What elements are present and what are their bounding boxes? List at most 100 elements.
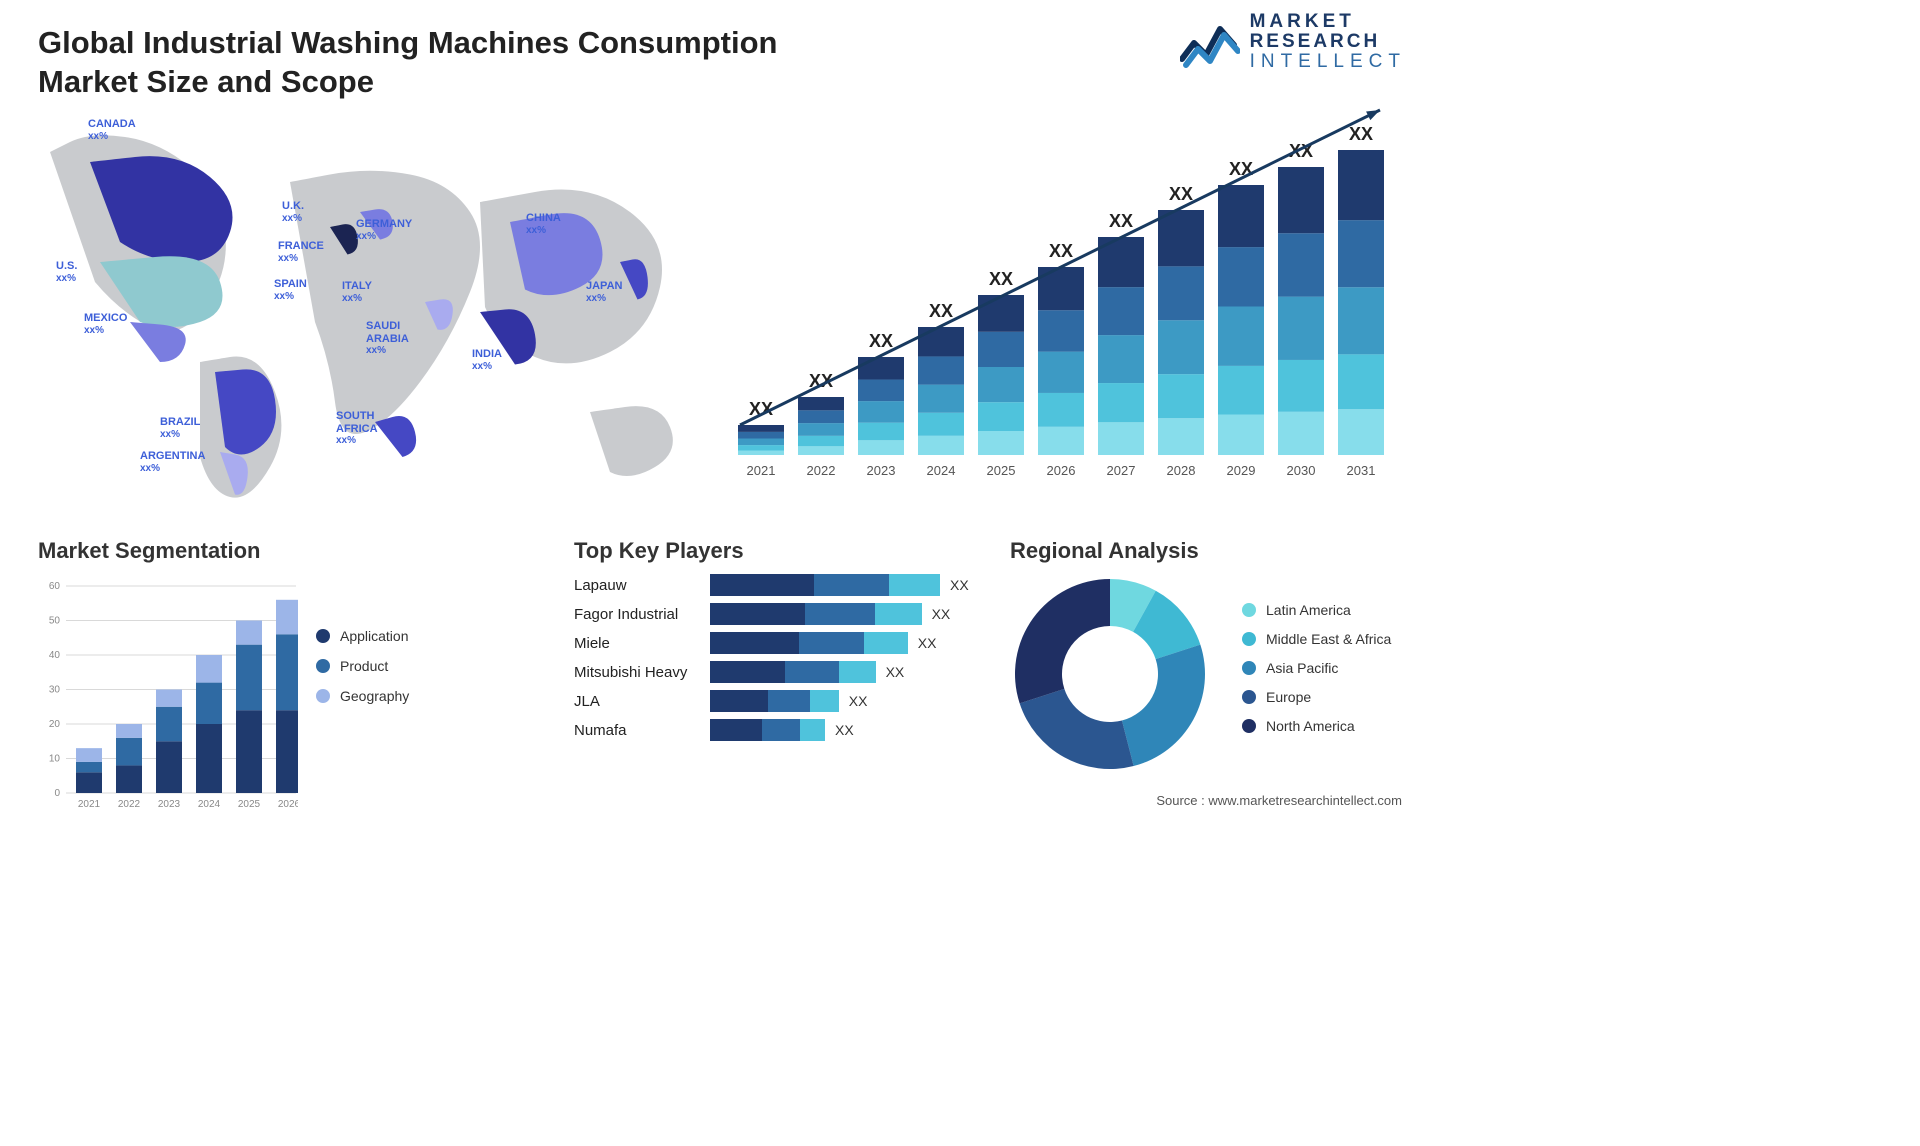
regional-title: Regional Analysis [1010, 538, 1430, 564]
legend-swatch-icon [1242, 661, 1256, 675]
source-attribution: Source : www.marketresearchintellect.com [1156, 793, 1402, 808]
player-bar [710, 719, 825, 741]
map-label: JAPANxx% [586, 280, 622, 304]
svg-text:60: 60 [49, 581, 61, 592]
legend-swatch-icon [316, 629, 330, 643]
svg-text:XX: XX [929, 301, 953, 321]
regional-donut-chart [1010, 574, 1210, 774]
svg-text:2025: 2025 [987, 463, 1016, 478]
legend-swatch-icon [316, 689, 330, 703]
player-bar [710, 661, 876, 683]
title-text: Global Industrial Washing Machines Consu… [38, 24, 778, 102]
svg-text:2027: 2027 [1107, 463, 1136, 478]
players-rows: Lapauw XX Fagor Industrial XX Miele XX M… [574, 574, 994, 741]
svg-text:2029: 2029 [1227, 463, 1256, 478]
svg-text:2021: 2021 [747, 463, 776, 478]
svg-text:2022: 2022 [118, 799, 141, 810]
svg-text:2025: 2025 [238, 799, 261, 810]
players-title: Top Key Players [574, 538, 994, 564]
svg-text:2030: 2030 [1287, 463, 1316, 478]
region-legend-item: Europe [1242, 689, 1391, 705]
player-row: Miele XX [574, 632, 994, 654]
player-value: XX [932, 606, 951, 622]
logo-line2: RESEARCH [1250, 32, 1406, 52]
svg-text:50: 50 [49, 616, 61, 627]
map-label: U.S.xx% [56, 260, 77, 284]
svg-text:40: 40 [49, 650, 61, 661]
player-name: Miele [574, 635, 710, 652]
svg-text:XX: XX [1349, 124, 1373, 144]
player-name: Mitsubishi Heavy [574, 664, 710, 681]
player-row: Lapauw XX [574, 574, 994, 596]
svg-text:XX: XX [1109, 211, 1133, 231]
logo-mark-icon [1180, 15, 1240, 69]
svg-text:2024: 2024 [198, 799, 221, 810]
svg-text:0: 0 [54, 788, 60, 799]
player-name: Numafa [574, 722, 710, 739]
svg-text:XX: XX [1169, 184, 1193, 204]
svg-text:2031: 2031 [1347, 463, 1376, 478]
legend-label: Application [340, 628, 409, 644]
svg-text:XX: XX [1049, 241, 1073, 261]
legend-swatch-icon [316, 659, 330, 673]
legend-label: North America [1266, 718, 1355, 734]
player-name: Fagor Industrial [574, 606, 710, 623]
segmentation-chart: 0102030405060202120222023202420252026 [38, 578, 298, 813]
map-label: SAUDIARABIAxx% [366, 320, 409, 357]
svg-text:2028: 2028 [1167, 463, 1196, 478]
regional-legend: Latin AmericaMiddle East & AfricaAsia Pa… [1242, 602, 1391, 747]
region-legend-item: North America [1242, 718, 1391, 734]
player-row: JLA XX [574, 690, 994, 712]
map-label: CANADAxx% [88, 118, 136, 142]
map-label: ITALYxx% [342, 280, 372, 304]
legend-label: Latin America [1266, 602, 1351, 618]
world-map-svg [30, 112, 690, 507]
legend-swatch-icon [1242, 603, 1256, 617]
svg-text:2023: 2023 [158, 799, 181, 810]
map-label: INDIAxx% [472, 348, 502, 372]
svg-text:2021: 2021 [78, 799, 101, 810]
player-row: Mitsubishi Heavy XX [574, 661, 994, 683]
player-value: XX [835, 722, 854, 738]
segmentation-legend: Application Product Geography [316, 628, 409, 718]
key-players-section: Top Key Players Lapauw XX Fagor Industri… [574, 538, 994, 741]
segmentation-legend-item: Application [316, 628, 409, 644]
svg-text:2024: 2024 [927, 463, 956, 478]
map-label: GERMANYxx% [356, 218, 412, 242]
svg-text:XX: XX [1229, 159, 1253, 179]
svg-text:2023: 2023 [867, 463, 896, 478]
map-label: MEXICOxx% [84, 312, 127, 336]
map-label: BRAZILxx% [160, 416, 200, 440]
segmentation-legend-item: Geography [316, 688, 409, 704]
svg-text:2026: 2026 [1047, 463, 1076, 478]
world-map: CANADAxx% U.S.xx% MEXICOxx% BRAZILxx% ARGENT… [30, 112, 690, 507]
player-value: XX [950, 577, 969, 593]
regional-section: Regional Analysis Latin AmericaMiddle Ea… [1010, 538, 1430, 774]
map-label: ARGENTINAxx% [140, 450, 205, 474]
svg-text:30: 30 [49, 685, 61, 696]
player-bar [710, 632, 908, 654]
forecast-bar-svg: XX 2021 XX 2022 XX 2023 XX 2024 XX 2025 XX 2026 XX 20… [730, 100, 1410, 500]
svg-text:2022: 2022 [807, 463, 836, 478]
legend-swatch-icon [1242, 690, 1256, 704]
map-label: U.K.xx% [282, 200, 304, 224]
svg-text:XX: XX [989, 269, 1013, 289]
svg-text:XX: XX [869, 331, 893, 351]
player-value: XX [849, 693, 868, 709]
region-legend-item: Latin America [1242, 602, 1391, 618]
legend-label: Product [340, 658, 388, 674]
segmentation-legend-item: Product [316, 658, 409, 674]
player-row: Numafa XX [574, 719, 994, 741]
map-label: SPAINxx% [274, 278, 307, 302]
logo-line3: INTELLECT [1250, 52, 1406, 72]
legend-swatch-icon [1242, 632, 1256, 646]
map-label: CHINAxx% [526, 212, 561, 236]
svg-text:10: 10 [49, 754, 61, 765]
player-bar [710, 603, 922, 625]
map-label: FRANCExx% [278, 240, 324, 264]
forecast-bar-chart: XX 2021 XX 2022 XX 2023 XX 2024 XX 2025 XX 2026 XX 20… [730, 100, 1410, 500]
region-legend-item: Asia Pacific [1242, 660, 1391, 676]
player-name: JLA [574, 693, 710, 710]
player-value: XX [886, 664, 905, 680]
legend-label: Geography [340, 688, 409, 704]
